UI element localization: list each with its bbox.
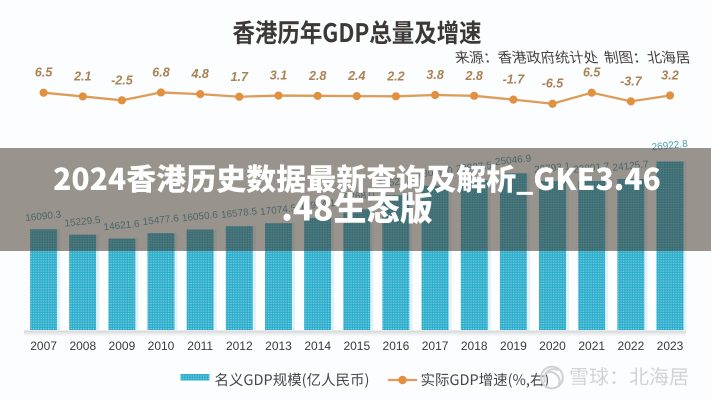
svg-text:3.1: 3.1 — [270, 69, 287, 83]
svg-text:2023: 2023 — [657, 339, 684, 353]
svg-text:2.2: 2.2 — [386, 69, 404, 83]
svg-text:-3.7: -3.7 — [620, 74, 643, 88]
svg-text:2015: 2015 — [343, 339, 370, 353]
svg-text:4.8: 4.8 — [191, 67, 209, 81]
svg-text:2020: 2020 — [539, 339, 566, 353]
svg-text:2009: 2009 — [109, 339, 136, 353]
svg-text:2008: 2008 — [69, 339, 96, 353]
svg-text:6.5: 6.5 — [35, 66, 53, 80]
svg-text:2007: 2007 — [30, 339, 57, 353]
svg-text:2018: 2018 — [461, 339, 488, 353]
svg-text:2014: 2014 — [304, 339, 331, 353]
svg-text:-1.7: -1.7 — [503, 73, 526, 87]
svg-text:2016: 2016 — [383, 339, 410, 353]
svg-text:-2.5: -2.5 — [111, 73, 134, 87]
svg-text:1.7: 1.7 — [231, 70, 249, 84]
svg-text:2010: 2010 — [148, 339, 175, 353]
svg-text:2019: 2019 — [500, 339, 527, 353]
svg-text:2021: 2021 — [578, 339, 605, 353]
svg-text:6.5: 6.5 — [583, 66, 601, 80]
svg-text:2017: 2017 — [422, 339, 449, 353]
svg-text:2.4: 2.4 — [347, 69, 365, 83]
svg-text:6.8: 6.8 — [152, 65, 169, 79]
svg-text:2013: 2013 — [265, 339, 292, 353]
svg-text:2.1: 2.1 — [73, 69, 91, 83]
svg-text:3.2: 3.2 — [661, 69, 678, 83]
svg-text:2.8: 2.8 — [465, 69, 483, 83]
svg-text:2.8: 2.8 — [308, 69, 326, 83]
svg-text:2022: 2022 — [618, 339, 645, 353]
svg-text:-6.5: -6.5 — [542, 77, 565, 91]
svg-text:3.8: 3.8 — [426, 68, 443, 82]
svg-text:2011: 2011 — [187, 339, 213, 353]
svg-text:2012: 2012 — [226, 339, 253, 353]
